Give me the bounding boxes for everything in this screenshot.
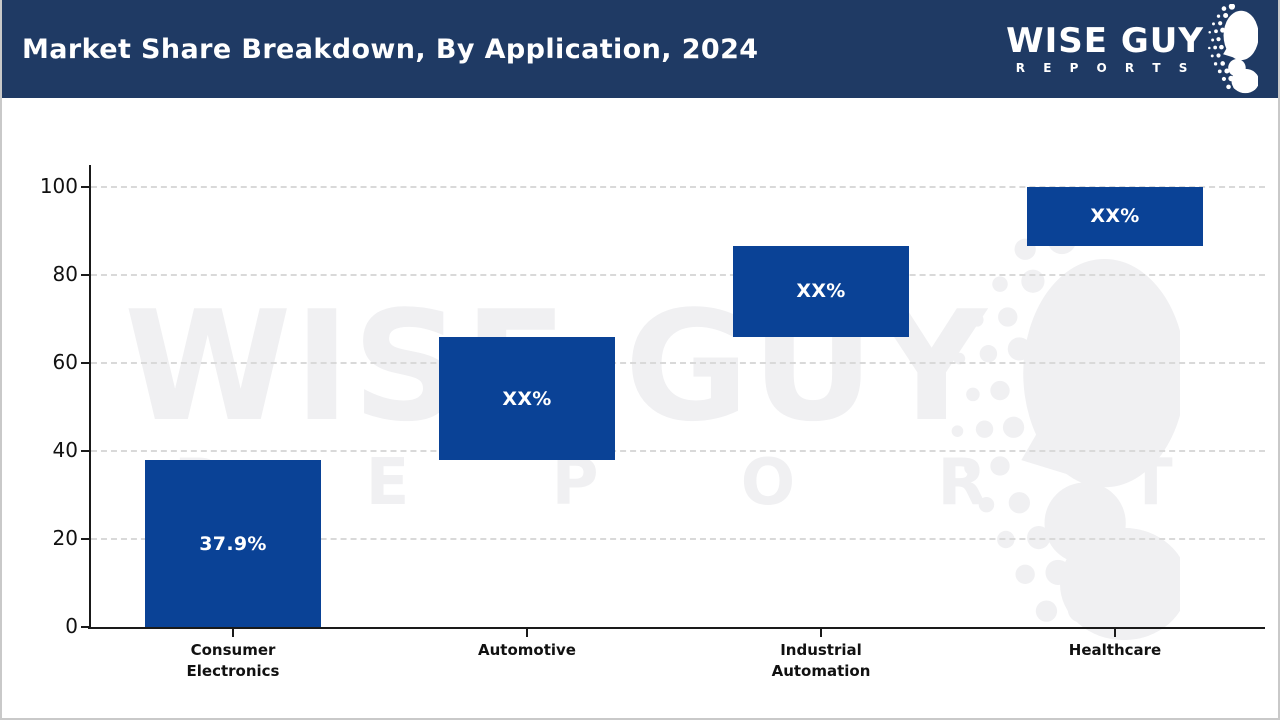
x-tick-mark-automotive	[526, 628, 528, 637]
y-tick-mark-60	[81, 362, 90, 364]
bar-consumer-electronics: 37.9%	[145, 460, 321, 627]
y-tick-label-40: 40	[52, 438, 78, 462]
bar-value-label: XX%	[502, 387, 552, 410]
y-tick-label-100: 100	[39, 174, 78, 198]
gridline-80	[91, 274, 1265, 276]
logo-wordmark-line1: WISE GUY	[1006, 21, 1204, 61]
bar-value-label: XX%	[796, 280, 846, 303]
y-axis-line	[89, 165, 91, 629]
gridline-20	[91, 538, 1265, 540]
page-title: Market Share Breakdown, By Application, …	[22, 33, 759, 65]
gridline-100	[91, 186, 1265, 188]
x-axis-label-industrial-automation: Industrial Automation	[771, 641, 871, 680]
bar-industrial-automation: XX%	[733, 245, 909, 338]
x-tick-mark-consumer-electronics	[232, 628, 234, 637]
logo-wordmark-line2: R E P O R T S	[1015, 61, 1195, 75]
x-axis-label-healthcare: Healthcare	[1068, 641, 1162, 659]
y-tick-label-20: 20	[52, 526, 78, 550]
header: Market Share Breakdown, By Application, …	[2, 0, 1278, 98]
x-axis-label-consumer-electronics: Consumer Electronics	[186, 641, 280, 680]
bar-value-label: XX%	[1090, 205, 1140, 228]
bar-healthcare: XX%	[1027, 187, 1203, 246]
bar-value-label: 37.9%	[199, 532, 267, 555]
y-tick-mark-100	[81, 186, 90, 188]
y-tick-mark-20	[81, 538, 90, 540]
bar-automotive: XX%	[439, 337, 615, 461]
y-tick-mark-0	[81, 626, 90, 628]
y-tick-label-0: 0	[65, 614, 78, 638]
x-axis-line	[88, 627, 1265, 629]
x-axis-label-automotive: Automotive	[478, 641, 576, 659]
x-tick-mark-healthcare	[1114, 628, 1116, 637]
y-tick-label-60: 60	[52, 350, 78, 374]
gridline-40	[91, 450, 1265, 452]
y-tick-label-80: 80	[52, 262, 78, 286]
gridline-60	[91, 362, 1265, 364]
logo-wordmark: WISE GUY R E P O R T S	[1006, 23, 1204, 75]
logo-face-icon	[1208, 4, 1258, 94]
x-tick-mark-industrial-automation	[820, 628, 822, 637]
logo: WISE GUY R E P O R T S	[1006, 4, 1258, 94]
y-tick-mark-40	[81, 450, 90, 452]
y-tick-mark-80	[81, 274, 90, 276]
